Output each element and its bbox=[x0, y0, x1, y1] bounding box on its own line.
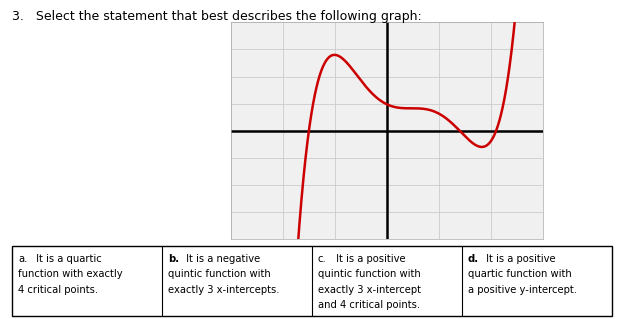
Text: exactly 3 x-intercept: exactly 3 x-intercept bbox=[318, 285, 421, 295]
Text: It is a positive: It is a positive bbox=[333, 254, 406, 264]
Text: quartic function with: quartic function with bbox=[468, 270, 572, 279]
Text: quintic function with: quintic function with bbox=[318, 270, 421, 279]
Text: quintic function with: quintic function with bbox=[168, 270, 271, 279]
Text: a.: a. bbox=[19, 254, 28, 264]
Text: 4 critical points.: 4 critical points. bbox=[19, 285, 99, 295]
Text: 3.   Select the statement that best describes the following graph:: 3. Select the statement that best descri… bbox=[12, 10, 422, 23]
Text: It is a negative: It is a negative bbox=[183, 254, 260, 264]
Text: function with exactly: function with exactly bbox=[19, 270, 123, 279]
Text: b.: b. bbox=[168, 254, 179, 264]
Text: It is a positive: It is a positive bbox=[483, 254, 555, 264]
Text: exactly 3 x-intercepts.: exactly 3 x-intercepts. bbox=[168, 285, 280, 295]
Text: It is a quartic: It is a quartic bbox=[34, 254, 102, 264]
Text: d.: d. bbox=[468, 254, 479, 264]
Text: c.: c. bbox=[318, 254, 327, 264]
Text: and 4 critical points.: and 4 critical points. bbox=[318, 300, 420, 310]
Text: a positive y-intercept.: a positive y-intercept. bbox=[468, 285, 577, 295]
